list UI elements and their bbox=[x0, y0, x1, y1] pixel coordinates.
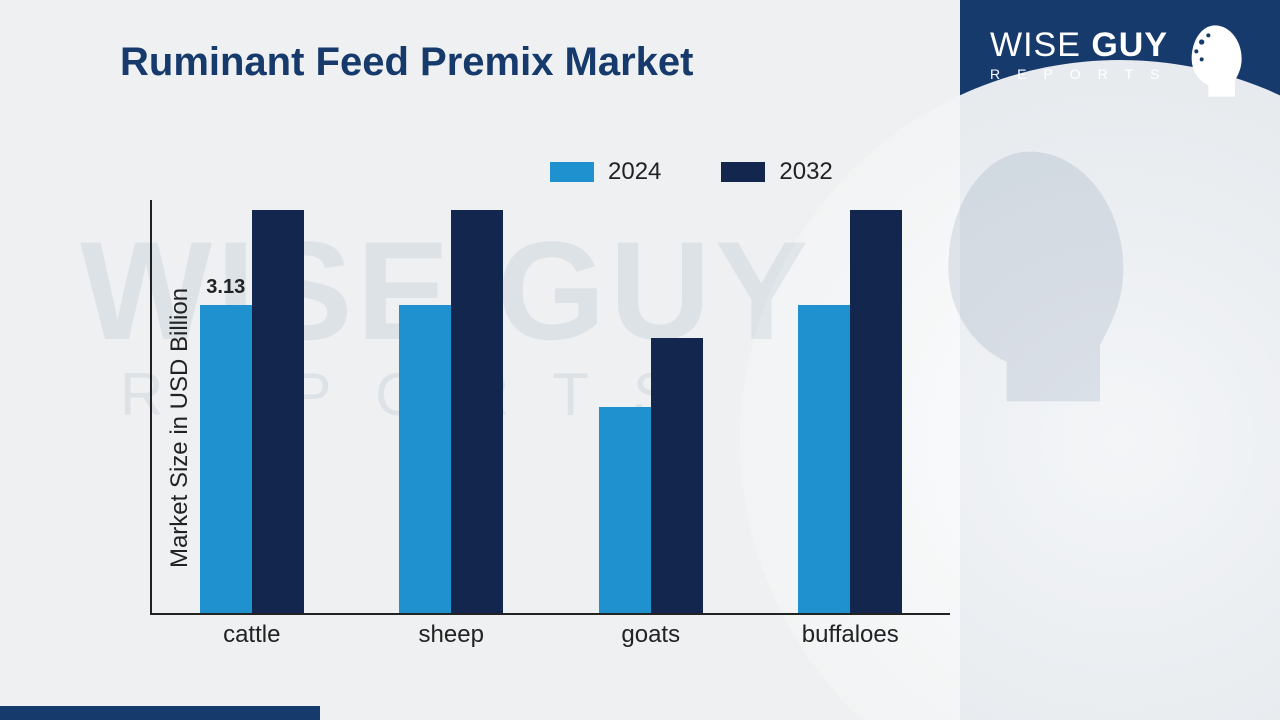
bar-2024-goats bbox=[599, 407, 651, 614]
brand-name-b: GUY bbox=[1091, 26, 1168, 64]
bar-group-cattle: 3.13cattle bbox=[200, 210, 304, 613]
legend-item-2024: 2024 bbox=[550, 158, 661, 186]
legend: 2024 2032 bbox=[550, 158, 833, 186]
chart-area: Market Size in USD Billion 3.13cattleshe… bbox=[110, 200, 950, 655]
value-label-cattle_2024: 3.13 bbox=[200, 276, 252, 299]
category-label-sheep: sheep bbox=[419, 621, 484, 649]
legend-item-2032: 2032 bbox=[721, 158, 832, 186]
legend-label-2024: 2024 bbox=[608, 158, 661, 186]
bar-2024-cattle bbox=[200, 305, 252, 613]
bar-group-buffaloes: buffaloes bbox=[798, 210, 902, 613]
bar-2032-sheep bbox=[451, 210, 503, 613]
bar-2024-buffaloes bbox=[798, 305, 850, 613]
bar-group-sheep: sheep bbox=[399, 210, 503, 613]
chart-canvas: WISE GUY REPORTS WISE GUY REPORTS Rumina… bbox=[0, 0, 1280, 720]
legend-swatch-2032 bbox=[721, 162, 765, 182]
bottom-accent-bar bbox=[0, 706, 320, 720]
legend-label-2032: 2032 bbox=[779, 158, 832, 186]
chart-title: Ruminant Feed Premix Market bbox=[120, 40, 694, 85]
bar-group-goats: goats bbox=[599, 338, 703, 613]
bar-groups: 3.13cattle sheep goats buffaloes bbox=[152, 200, 950, 613]
brand-logo: WISE GUY REPORTS bbox=[990, 28, 1250, 82]
category-label-goats: goats bbox=[621, 621, 680, 649]
plot-area: 3.13cattle sheep goats buffaloes bbox=[150, 200, 950, 615]
bar-2024-sheep bbox=[399, 305, 451, 613]
category-label-buffaloes: buffaloes bbox=[802, 621, 899, 649]
bar-2032-buffaloes bbox=[850, 210, 902, 613]
brand-name-a: WISE bbox=[990, 26, 1081, 64]
brand-head-icon bbox=[1180, 22, 1250, 102]
bar-2032-goats bbox=[651, 338, 703, 613]
category-label-cattle: cattle bbox=[223, 621, 280, 649]
bar-2032-cattle bbox=[252, 210, 304, 613]
legend-swatch-2024 bbox=[550, 162, 594, 182]
